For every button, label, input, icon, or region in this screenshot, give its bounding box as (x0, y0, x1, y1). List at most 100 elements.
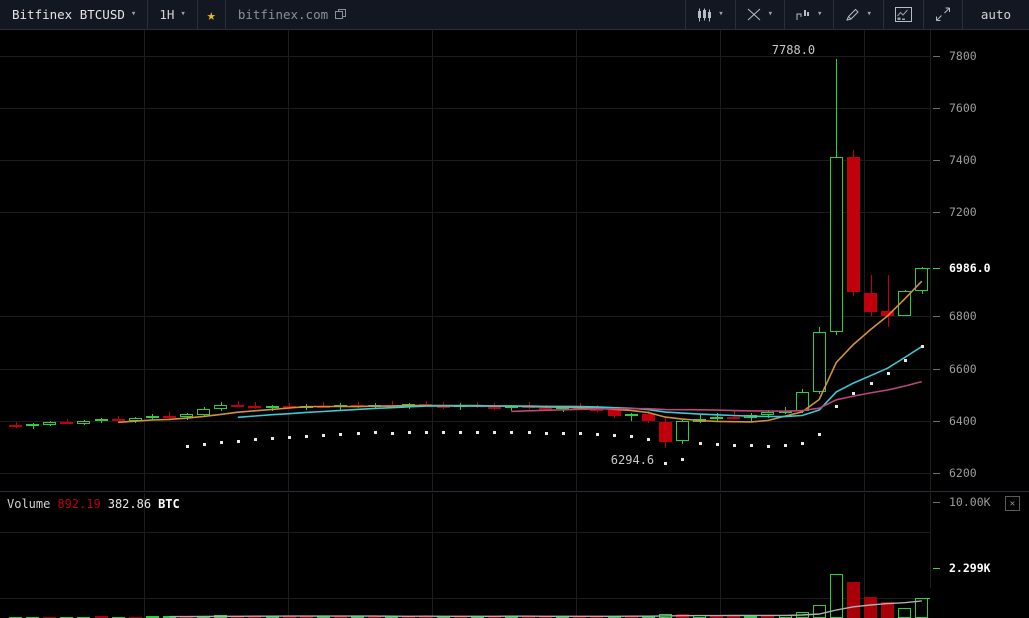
price-pane[interactable]: 7788.0 6294.6 (0, 30, 930, 491)
grid-line-horizontal (0, 160, 930, 161)
external-window-icon (335, 9, 347, 20)
parabolic-sar-dot (237, 440, 240, 443)
pencil-icon (845, 8, 860, 22)
candle-body (146, 416, 159, 418)
favorite-star-button[interactable]: ★ (198, 0, 226, 29)
parabolic-sar-dot (391, 432, 394, 435)
grid-line-vertical (144, 493, 145, 618)
candle-wick (323, 402, 324, 409)
indicators-button[interactable]: ▾ (785, 0, 835, 29)
volume-current-label: 2.299K (949, 561, 991, 575)
last-price-line (928, 268, 930, 269)
parabolic-sar-dot (887, 372, 890, 375)
axis-label-price: 6800 (949, 309, 977, 323)
candle-wick (888, 274, 889, 327)
axis-tick (933, 316, 940, 317)
parabolic-sar-dot (784, 444, 787, 447)
grid-line-horizontal (0, 56, 930, 57)
toolbar-spacer (356, 0, 685, 29)
close-icon[interactable]: ✕ (1005, 496, 1020, 511)
parabolic-sar-dot (852, 392, 855, 395)
axis-tick (933, 212, 940, 213)
chart-type-button[interactable]: ▾ (685, 0, 736, 29)
grid-line-vertical (288, 493, 289, 618)
indicator-overlay (118, 280, 923, 424)
axis-label-price: 6400 (949, 414, 977, 428)
grid-line-vertical (720, 30, 721, 491)
parabolic-sar-dot (870, 382, 873, 385)
parabolic-sar-dot (254, 438, 257, 441)
parabolic-sar-dot (493, 431, 496, 434)
parabolic-sar-dot (305, 435, 308, 438)
grid-line-horizontal (0, 421, 930, 422)
candle-body (625, 414, 638, 416)
parabolic-sar-dot (921, 345, 924, 348)
candle-body (539, 408, 552, 410)
current-price-label: 6986.0 (949, 261, 991, 275)
axis-tick (933, 369, 940, 370)
fullscreen-icon (935, 7, 951, 22)
parabolic-sar-dot (750, 444, 753, 447)
candle-body (608, 410, 621, 416)
parabolic-sar-dot (664, 462, 667, 465)
parabolic-sar-dot (647, 438, 650, 441)
axis-tick (933, 56, 940, 57)
candlestick-icon (697, 8, 712, 22)
grid-line-horizontal (0, 532, 930, 533)
volume-legend: Volume 892.19 382.86 BTC (7, 497, 180, 511)
parabolic-sar-dot (374, 431, 377, 434)
parabolic-sar-dot (357, 432, 360, 435)
parabolic-sar-dot (220, 441, 223, 444)
interval-selector[interactable]: 1H ▾ (148, 0, 198, 29)
grid-line-vertical (864, 30, 865, 491)
candle-body (95, 419, 108, 421)
parabolic-sar-dot (425, 431, 428, 434)
volume-value-red: 892.19 (57, 497, 101, 511)
volume-last-line (928, 598, 930, 599)
symbol-selector[interactable]: Bitfinex BTCUSD ▾ (0, 0, 149, 29)
axis-tick (933, 473, 940, 474)
parabolic-sar-dot (562, 432, 565, 435)
parabolic-sar-dot (271, 437, 274, 440)
parabolic-sar-dot (630, 435, 633, 438)
parabolic-sar-dot (835, 405, 838, 408)
source-link[interactable]: bitfinex.com (226, 0, 356, 29)
auto-scale-button[interactable]: auto (963, 0, 1029, 29)
candle-body (727, 417, 740, 419)
high-price-annotation: 7788.0 (771, 43, 816, 58)
low-price-annotation: 6294.6 (610, 453, 655, 468)
candle-body (163, 416, 176, 418)
axis-label-price: 7200 (949, 205, 977, 219)
grid-line-vertical (720, 493, 721, 618)
volume-title: Volume (7, 497, 51, 511)
pane-divider (0, 491, 1029, 492)
parabolic-sar-dot (322, 434, 325, 437)
axis-tick (933, 421, 940, 422)
fullscreen-button[interactable] (924, 0, 963, 29)
axis-tick (933, 108, 940, 109)
auto-label: auto (980, 7, 1011, 22)
price-axis[interactable]: 7800 7600 7400 7200 6800 6600 6400 6200 6986.0 10… (930, 30, 1029, 588)
candle-body (26, 424, 39, 426)
candle-body (43, 422, 56, 425)
grid-line-vertical (576, 30, 577, 491)
ma-line-magenta (511, 380, 923, 413)
candle-body (77, 421, 90, 424)
parabolic-sar-dot (733, 444, 736, 447)
candle-body (864, 293, 877, 312)
compare-button[interactable]: ▾ (736, 0, 786, 29)
candle-wick (118, 415, 119, 422)
grid-line-horizontal (0, 316, 930, 317)
candle-body (847, 157, 860, 292)
parabolic-sar-dot (339, 433, 342, 436)
drawing-tools-button[interactable]: ▾ (834, 0, 884, 29)
snapshot-button[interactable] (884, 0, 924, 29)
parabolic-sar-dot (801, 442, 804, 445)
candle-body (659, 422, 672, 442)
candle-body (676, 421, 689, 441)
candle-wick (16, 421, 17, 428)
axis-label-price: 7600 (949, 101, 977, 115)
axis-tick (933, 160, 940, 161)
volume-pane[interactable] (0, 493, 930, 618)
